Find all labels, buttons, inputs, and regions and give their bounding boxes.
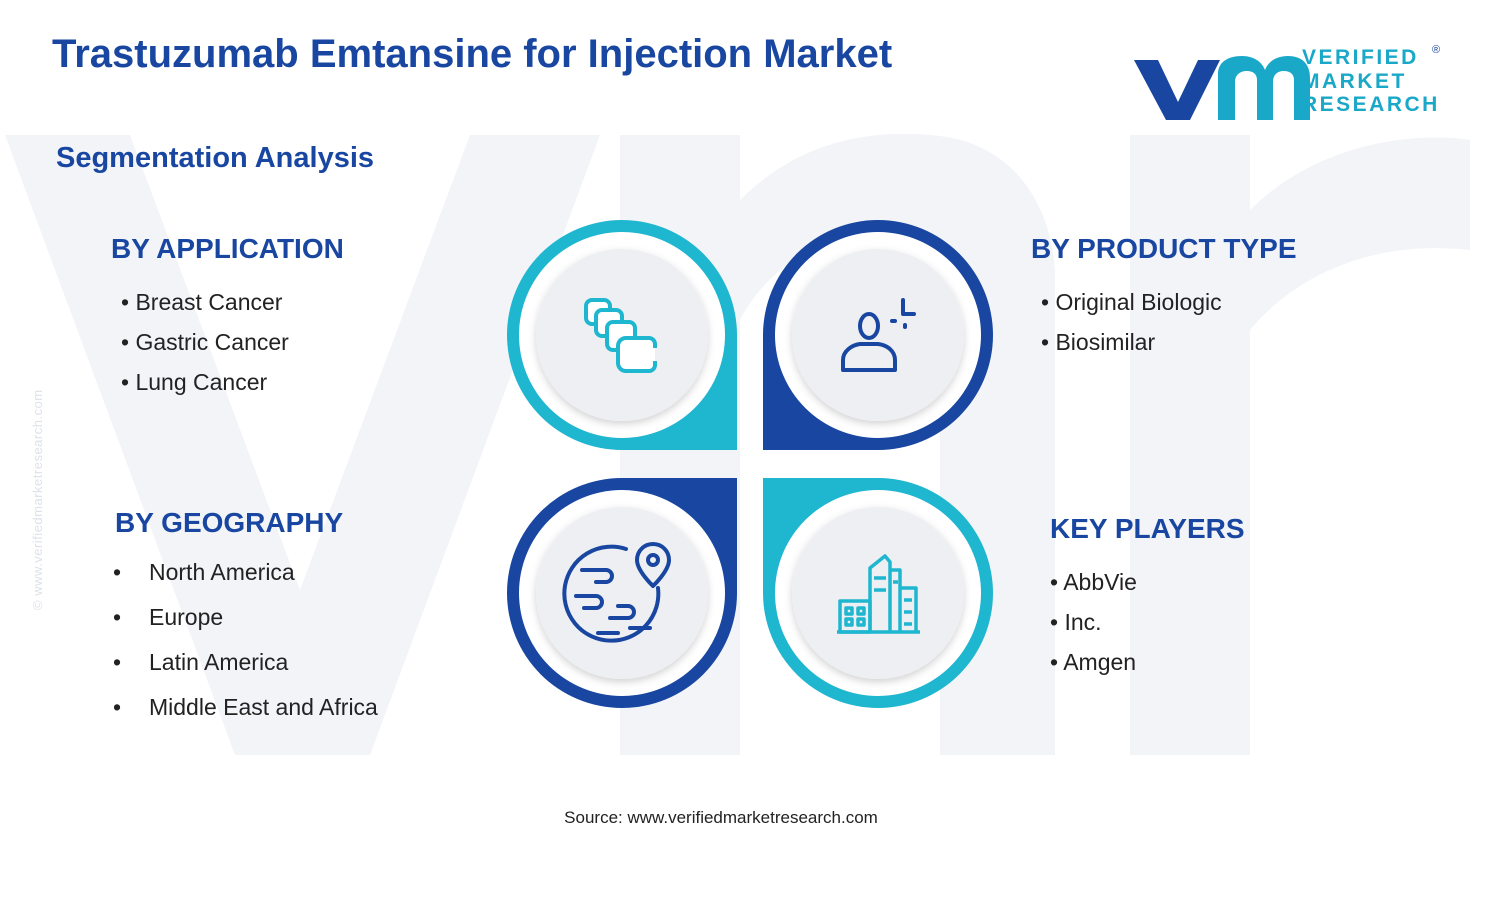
list-item: • Middle East and Africa (113, 694, 378, 720)
logo-line-market: MARKET (1302, 69, 1407, 93)
list-item: • Inc. (1050, 609, 1102, 635)
list-item: • Latin America (113, 649, 289, 675)
source-caption: Source: www.verifiedmarketresearch.com (564, 808, 878, 827)
heading-by-application: BY APPLICATION (111, 233, 344, 264)
quadrant-geography (507, 478, 737, 708)
list-item: • Biosimilar (1041, 329, 1156, 355)
segment-quadrant-graphic (507, 220, 993, 708)
heading-by-product-type: BY PRODUCT TYPE (1031, 233, 1297, 264)
logo-line-research: RESEARCH (1302, 93, 1440, 116)
registered-mark: ® (1432, 44, 1441, 56)
list-item: • Lung Cancer (121, 369, 268, 395)
list-item: • North America (113, 559, 295, 585)
list-by-product-type: • Original Biologic • Biosimilar (1041, 287, 1222, 367)
heading-by-geography: BY GEOGRAPHY (115, 507, 344, 538)
list-by-geography: • North America • Europe • Latin America • M… (113, 557, 378, 737)
city-buildings-icon (837, 554, 920, 634)
globe-location-icon (562, 542, 671, 643)
list-item: • Gastric Cancer (121, 329, 289, 355)
user-plus-icon (841, 298, 916, 372)
stacked-layers-icon (584, 298, 657, 373)
vmr-logo-icon (1134, 56, 1310, 120)
list-item: • Original Biologic (1041, 289, 1222, 315)
quadrant-application (507, 220, 737, 450)
side-watermark-url: © www.verifiedmarketresearch.com (30, 389, 45, 610)
page-subtitle: Segmentation Analysis (56, 142, 375, 174)
vmr-logo-wordmark: VERIFIED MARKET RESEARCH (1302, 46, 1440, 117)
list-key-players: • AbbVie • Inc. • Amgen (1050, 567, 1137, 687)
page-title: Trastuzumab Emtansine for Injection Mark… (52, 32, 893, 76)
quadrant-product-type (763, 220, 993, 450)
heading-key-players: KEY PLAYERS (1050, 513, 1245, 544)
list-item: • AbbVie (1050, 569, 1137, 595)
list-item: • Breast Cancer (121, 289, 283, 315)
quadrant-key-players (763, 478, 993, 708)
list-by-application: • Breast Cancer • Gastric Cancer • Lung … (121, 287, 289, 407)
list-item: • Amgen (1050, 649, 1137, 675)
logo-line-verified: VERIFIED (1302, 46, 1419, 69)
list-item: • Europe (113, 604, 224, 630)
